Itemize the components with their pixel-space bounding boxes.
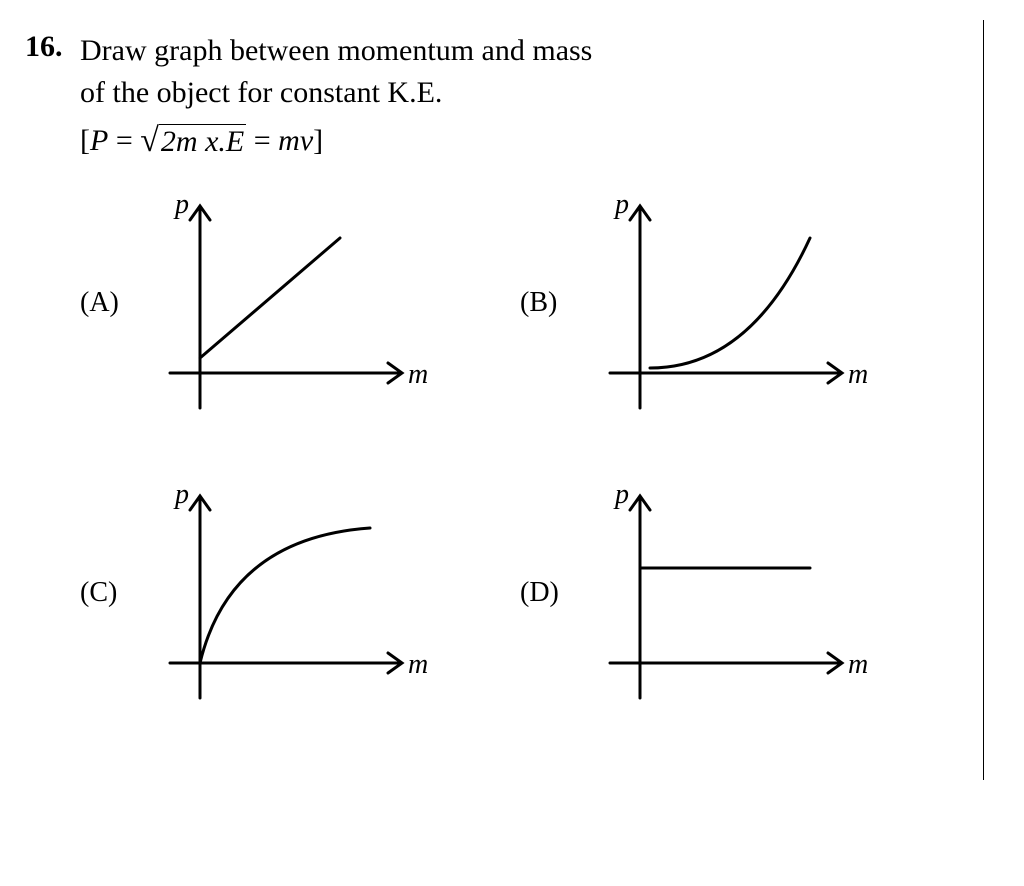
graph-A: p m [140,178,440,428]
bracket-open: [ [80,124,90,158]
curve-B [650,238,810,368]
right-separator-line [983,20,985,780]
sqrt-expression: √ 2m x.E [140,124,246,158]
graph-D: p m [580,468,880,718]
sqrt-content: 2m x.E [159,124,246,158]
y-label: p [173,189,189,220]
graph-C: p m [140,468,440,718]
question-line-1: Draw graph between momentum and mass [80,34,592,67]
bracket-close: ] [313,124,323,158]
x-label: m [408,359,428,390]
x-label: m [408,649,428,680]
sqrt-sign: √ [140,124,159,158]
option-D[interactable]: (D) p m [520,468,930,718]
x-label: m [848,359,868,390]
option-A-label: (A) [80,287,130,319]
formula-eq2: = [246,124,278,158]
options-grid: (A) p m (B) [80,178,930,718]
option-C-label: (C) [80,577,130,609]
y-label: p [173,479,189,510]
formula: [ P = √ 2m x.E = mv ] [80,124,930,158]
option-C[interactable]: (C) p m [80,468,490,718]
question-text: Draw graph between momentum and mass of … [80,30,930,114]
formula-P: P [90,124,108,158]
graph-B: p m [580,178,880,428]
y-label: p [613,189,629,220]
x-label: m [848,649,868,680]
y-label: p [613,479,629,510]
question-line-2: of the object for constant K.E. [80,76,442,109]
curve-C [200,528,370,663]
curve-A [200,238,340,358]
option-D-label: (D) [520,577,570,609]
formula-mv: mv [278,124,313,158]
option-B[interactable]: (B) p m [520,178,930,428]
formula-eq1: = [108,124,140,158]
option-A[interactable]: (A) p m [80,178,490,428]
option-B-label: (B) [520,287,570,319]
question-number: 16. [25,30,63,64]
